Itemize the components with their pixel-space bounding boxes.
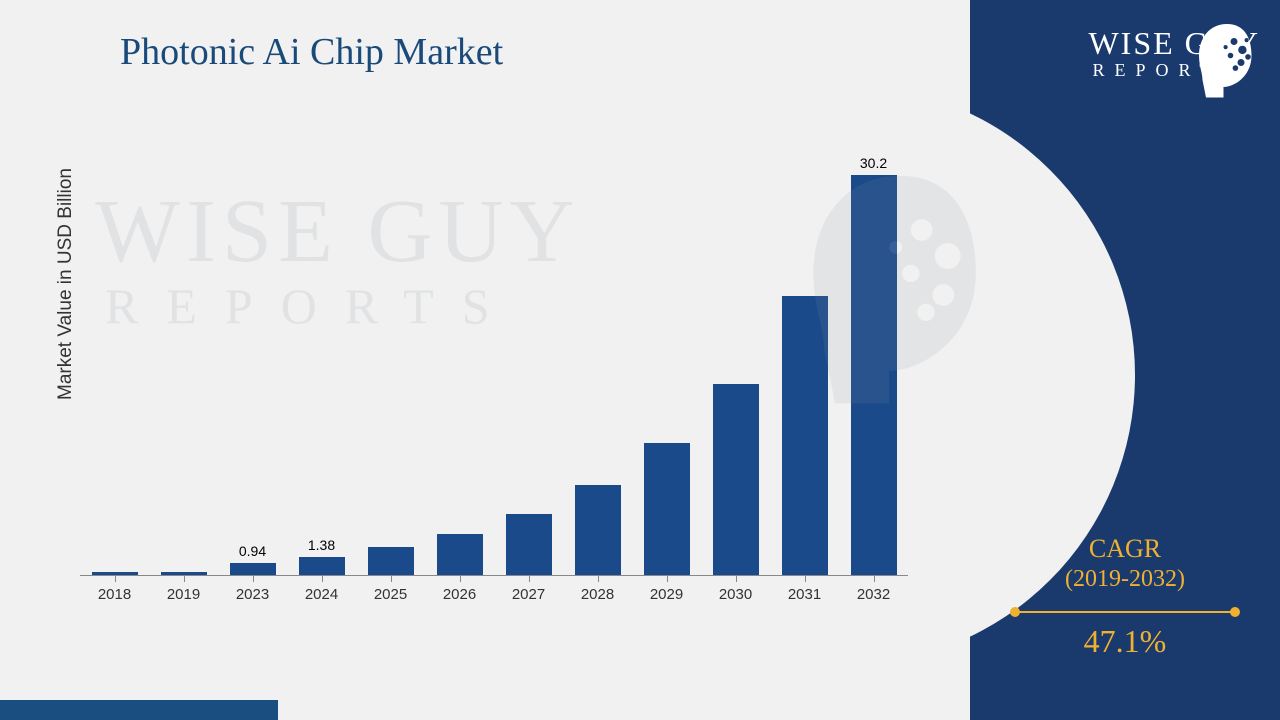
bar <box>368 547 414 575</box>
cagr-divider <box>1015 611 1235 613</box>
bar-slot: 0.94 <box>218 563 287 575</box>
x-tick: 2024 <box>287 580 356 603</box>
y-axis-label: Market Value in USD Billion <box>55 168 77 400</box>
x-tick: 2026 <box>425 580 494 603</box>
bar-chart: 0.941.3830.2 <box>80 175 910 575</box>
watermark-head-icon <box>790 165 1010 425</box>
x-tick: 2030 <box>701 580 770 603</box>
x-axis-line <box>80 575 908 576</box>
bar <box>230 563 276 575</box>
bar-slot <box>632 443 701 575</box>
x-tick: 2028 <box>563 580 632 603</box>
bar-slot <box>701 384 770 575</box>
x-tick: 2029 <box>632 580 701 603</box>
bar-slot <box>563 485 632 575</box>
x-axis-ticks: 2018201920232024202520262027202820292030… <box>80 580 910 603</box>
x-tick: 2023 <box>218 580 287 603</box>
bar-slot: 1.38 <box>287 557 356 575</box>
bottom-accent-strip <box>0 700 278 720</box>
bar <box>713 384 759 575</box>
bar-slot <box>494 514 563 575</box>
cagr-years: (2019-2032) <box>1000 566 1250 593</box>
bar-value-label: 1.38 <box>308 537 335 553</box>
main-area: Photonic Ai Chip Market WISE GUY REPORTS… <box>0 0 970 700</box>
brand-head-icon <box>1192 20 1262 105</box>
bar-value-label: 0.94 <box>239 543 266 559</box>
bar-slot <box>356 547 425 575</box>
bar <box>506 514 552 575</box>
bars-container: 0.941.3830.2 <box>80 175 910 575</box>
x-tick: 2019 <box>149 580 218 603</box>
bar <box>575 485 621 575</box>
cagr-value: 47.1% <box>1000 623 1250 660</box>
x-tick: 2031 <box>770 580 839 603</box>
bar <box>299 557 345 575</box>
x-tick: 2018 <box>80 580 149 603</box>
x-tick: 2027 <box>494 580 563 603</box>
cagr-label: CAGR <box>1000 534 1250 564</box>
bar <box>437 534 483 575</box>
x-tick: 2032 <box>839 580 908 603</box>
chart-title: Photonic Ai Chip Market <box>120 30 503 74</box>
x-tick: 2025 <box>356 580 425 603</box>
bar-slot <box>425 534 494 575</box>
bar <box>644 443 690 575</box>
cagr-block: CAGR (2019-2032) 47.1% <box>1000 534 1250 660</box>
